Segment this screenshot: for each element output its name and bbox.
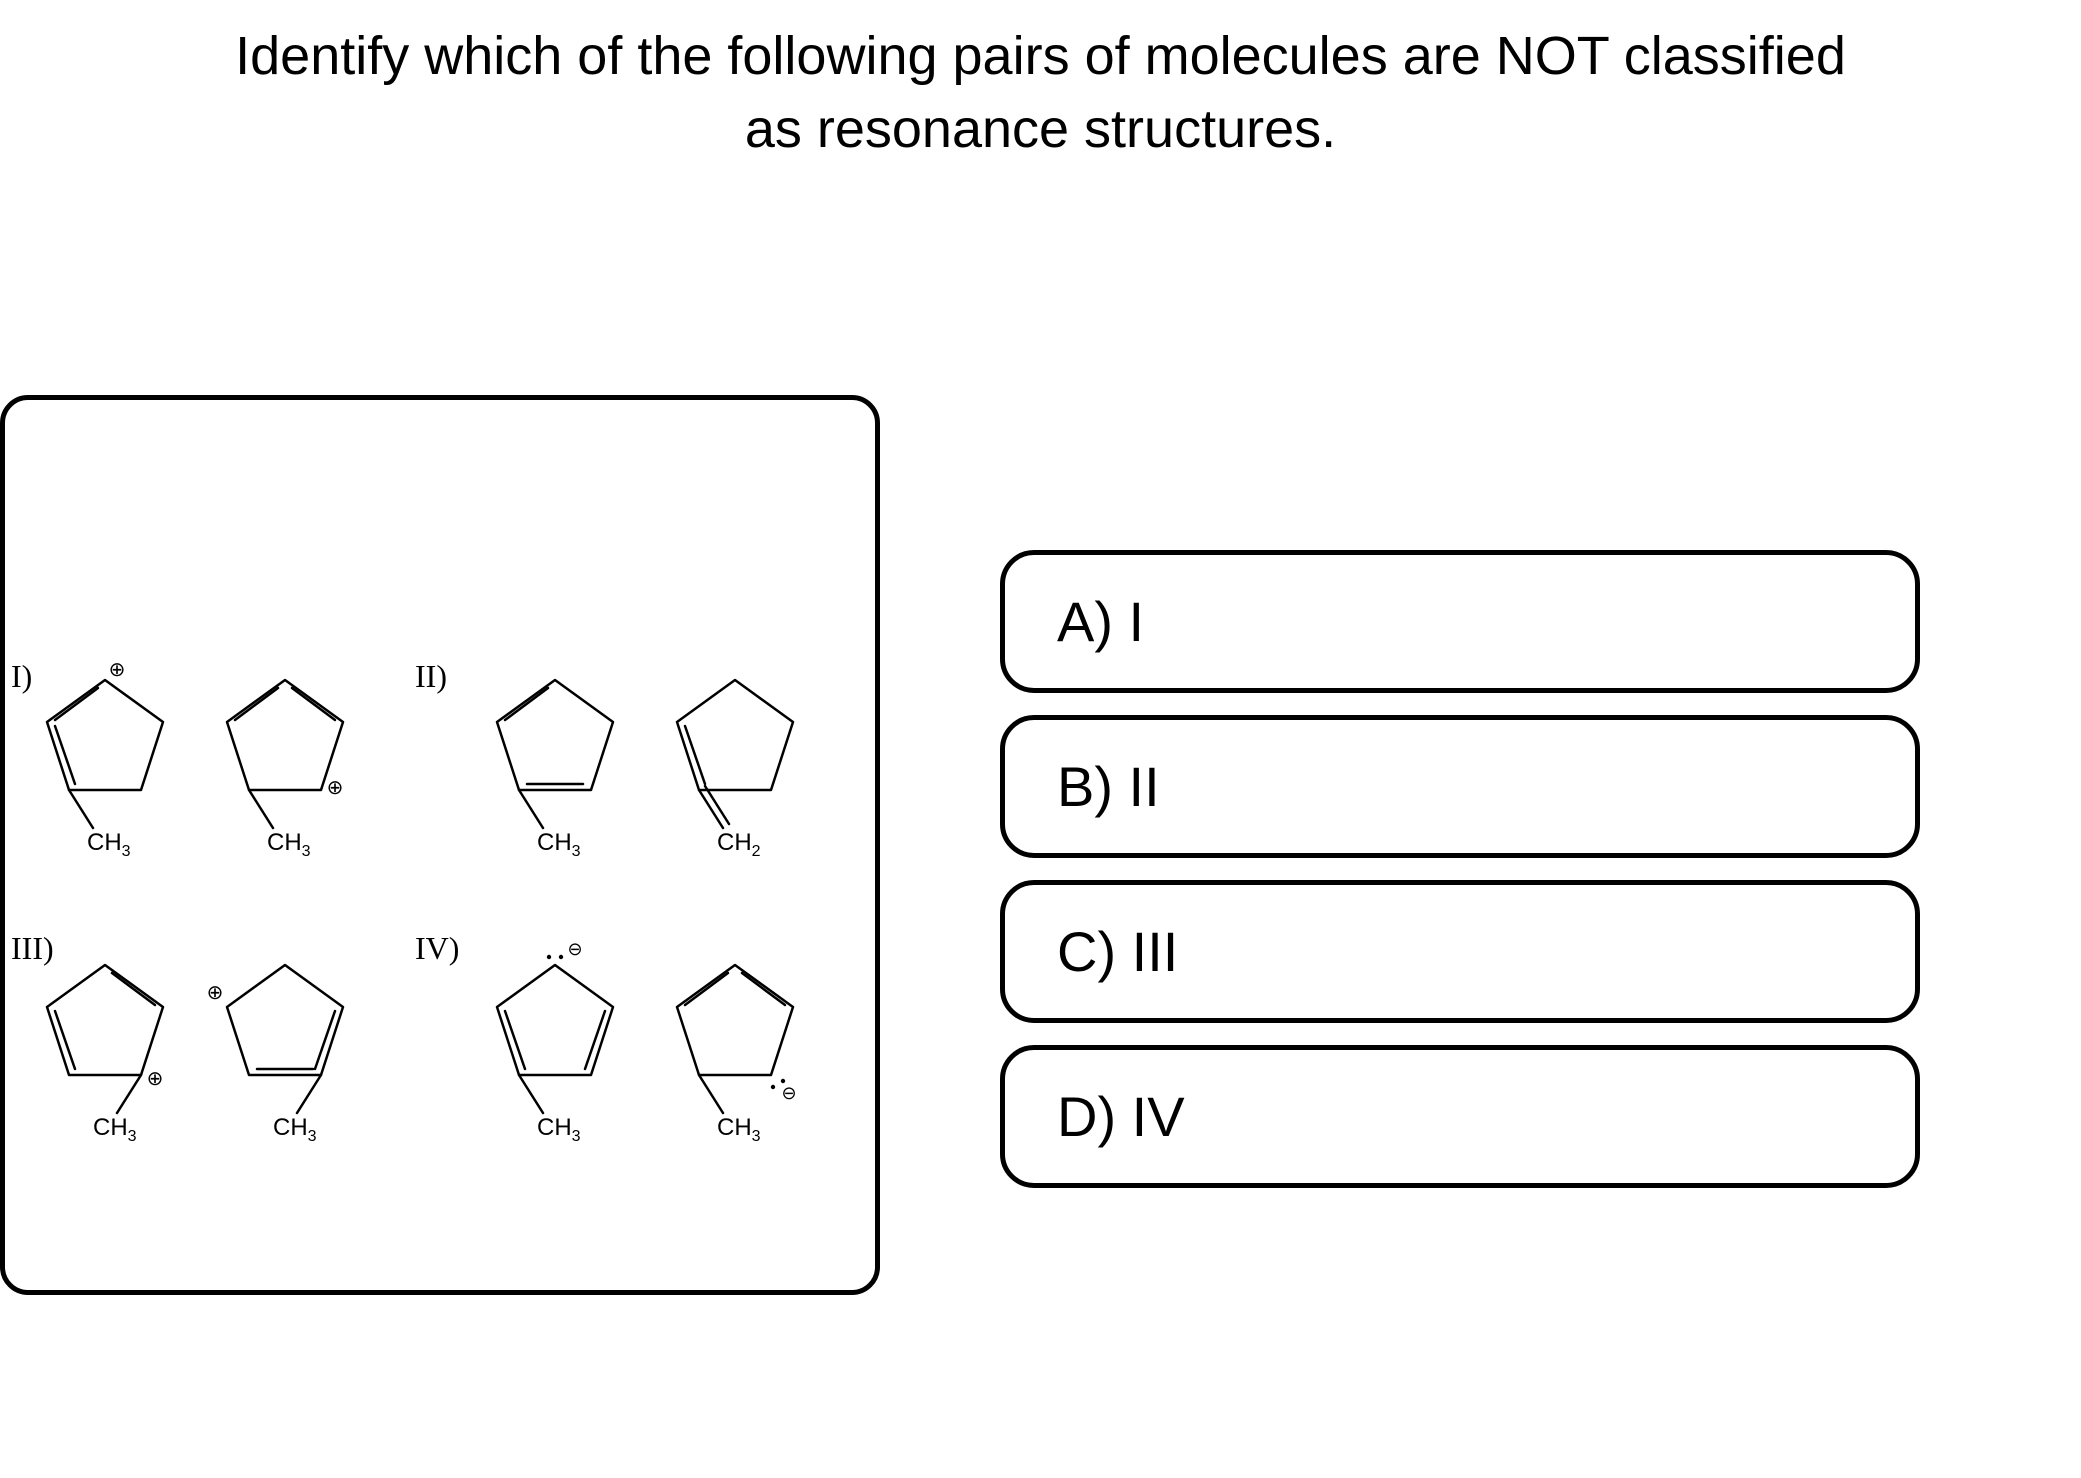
charge-plus-icon: ⊕ <box>109 659 126 681</box>
charge-plus-icon: ⊕ <box>207 982 224 1004</box>
svg-text:CH3: CH3 <box>267 829 311 860</box>
question-line1: Identify which of the following pairs of… <box>235 26 1846 86</box>
svg-text:CH3: CH3 <box>273 1114 317 1145</box>
question-text: Identify which of the following pairs of… <box>0 20 2081 166</box>
svg-text:CH3: CH3 <box>93 1114 137 1145</box>
question-line2: as resonance structures. <box>745 99 1336 159</box>
label-II: II) <box>415 658 447 695</box>
mol-III-a: ⊕ CH3 <box>25 955 185 1155</box>
mol-IV-b: ⊖ CH3 <box>655 955 815 1155</box>
mol-II-b: CH2 <box>655 670 815 870</box>
mol-IV-a: ⊖ CH3 <box>475 955 635 1155</box>
answer-d-label: D) IV <box>1057 1084 1185 1149</box>
label-IV: IV) <box>415 930 459 967</box>
charge-plus-icon: ⊕ <box>147 1068 164 1090</box>
answer-a-label: A) I <box>1057 589 1144 654</box>
mol-I-b: ⊕ CH3 <box>205 670 365 870</box>
charge-minus-icon: ⊖ <box>567 939 582 959</box>
answer-b-label: B) II <box>1057 754 1160 819</box>
answer-c-label: C) III <box>1057 919 1178 984</box>
mol-III-b: ⊕ CH3 <box>205 955 365 1155</box>
charge-plus-icon: ⊕ <box>327 777 344 799</box>
molecule-panel: I) II) III) IV) ⊕ CH3 <box>0 395 880 1295</box>
svg-text:CH3: CH3 <box>717 1114 761 1145</box>
svg-text:CH3: CH3 <box>537 829 581 860</box>
mol-I-a: ⊕ CH3 <box>25 670 185 870</box>
svg-text:CH3: CH3 <box>537 1114 581 1145</box>
answer-d[interactable]: D) IV <box>1000 1045 1920 1188</box>
svg-text:CH2: CH2 <box>717 829 761 860</box>
svg-text:CH3: CH3 <box>87 829 131 860</box>
charge-minus-icon: ⊖ <box>781 1083 796 1103</box>
answer-b[interactable]: B) II <box>1000 715 1920 858</box>
answer-a[interactable]: A) I <box>1000 550 1920 693</box>
mol-II-a: CH3 <box>475 670 635 870</box>
answer-c[interactable]: C) III <box>1000 880 1920 1023</box>
page-root: Identify which of the following pairs of… <box>0 0 2081 1478</box>
answer-list: A) I B) II C) III D) IV <box>1000 550 1920 1210</box>
